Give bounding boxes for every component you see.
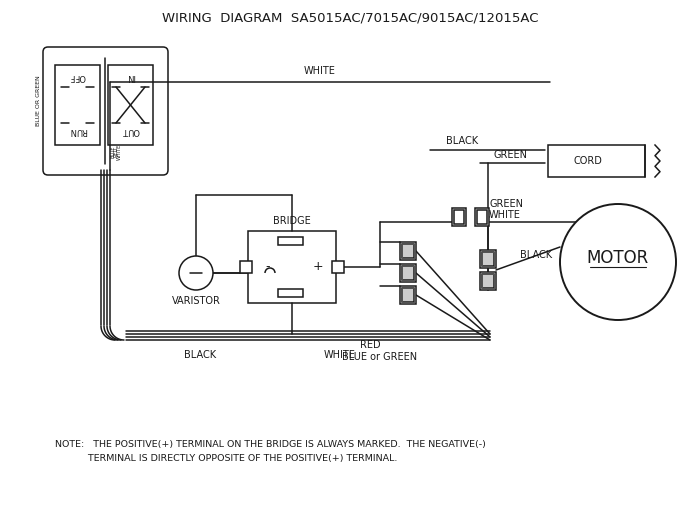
Text: BLACK: BLACK: [184, 350, 216, 360]
Bar: [400, 242, 416, 260]
Bar: [278, 237, 303, 245]
Bar: [402, 288, 414, 302]
Bar: [402, 288, 414, 302]
Circle shape: [179, 256, 213, 290]
Bar: [482, 274, 494, 288]
Text: WHITE: WHITE: [324, 350, 356, 360]
Text: IN: IN: [126, 72, 135, 81]
Text: WHITE: WHITE: [489, 210, 521, 220]
Bar: [240, 261, 252, 273]
Bar: [548, 145, 645, 177]
Bar: [278, 289, 303, 297]
Text: MOTOR: MOTOR: [587, 249, 649, 267]
Text: BLUE or GREEN: BLUE or GREEN: [342, 352, 418, 362]
Bar: [402, 244, 414, 258]
Text: BLUE OR GREEN: BLUE OR GREEN: [36, 76, 41, 127]
Bar: [55, 65, 100, 145]
Text: GREEN: GREEN: [490, 199, 524, 209]
Text: BLACK: BLACK: [520, 250, 552, 260]
Text: CORD: CORD: [573, 156, 603, 166]
Text: BLUE: BLUE: [111, 146, 116, 158]
Bar: [400, 264, 416, 282]
Text: VARISTOR: VARISTOR: [172, 296, 220, 306]
Circle shape: [560, 204, 676, 320]
Bar: [400, 286, 416, 304]
Text: -: -: [266, 260, 270, 274]
Text: TERMINAL IS DIRECTLY OPPOSITE OF THE POSITIVE(+) TERMINAL.: TERMINAL IS DIRECTLY OPPOSITE OF THE POS…: [55, 454, 398, 463]
Text: WHITE: WHITE: [304, 66, 336, 76]
Bar: [475, 208, 489, 226]
Bar: [454, 210, 464, 224]
Text: RED: RED: [360, 340, 380, 350]
Text: BRIDGE: BRIDGE: [273, 216, 311, 226]
Bar: [480, 250, 496, 268]
Bar: [402, 266, 414, 280]
Bar: [482, 252, 494, 266]
Text: WHITE: WHITE: [116, 144, 122, 160]
Text: RED: RED: [113, 147, 118, 157]
Bar: [482, 274, 494, 288]
Bar: [248, 231, 336, 303]
Bar: [477, 210, 487, 224]
Text: GREEN: GREEN: [493, 150, 527, 160]
Text: WIRING  DIAGRAM  SA5015AC/7015AC/9015AC/12015AC: WIRING DIAGRAM SA5015AC/7015AC/9015AC/12…: [162, 12, 538, 25]
Text: NOTE:   THE POSITIVE(+) TERMINAL ON THE BRIDGE IS ALWAYS MARKED.  THE NEGATIVE(-: NOTE: THE POSITIVE(+) TERMINAL ON THE BR…: [55, 440, 486, 449]
Bar: [402, 244, 414, 258]
FancyBboxPatch shape: [43, 47, 168, 175]
Bar: [452, 208, 466, 226]
Text: +: +: [313, 260, 323, 274]
Bar: [108, 65, 153, 145]
Text: BLACK: BLACK: [446, 136, 478, 146]
Text: RUN: RUN: [69, 127, 87, 135]
Text: OFF: OFF: [69, 72, 85, 81]
Bar: [480, 272, 496, 290]
Bar: [332, 261, 344, 273]
Bar: [402, 266, 414, 280]
Bar: [482, 252, 494, 266]
Text: OUT: OUT: [122, 127, 139, 135]
